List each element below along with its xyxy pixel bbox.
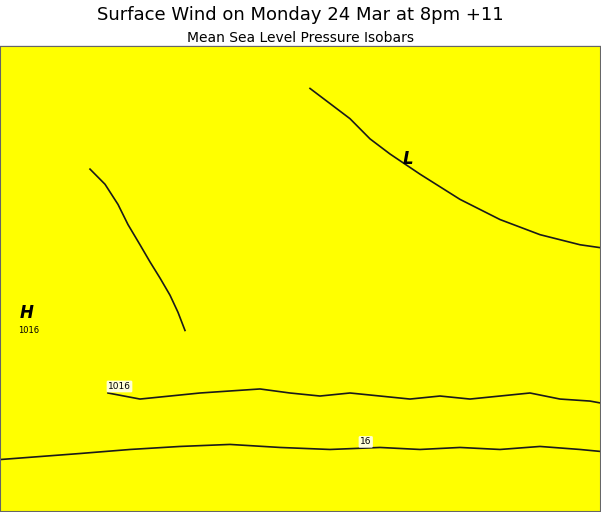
Polygon shape: [0, 46, 125, 512]
Text: 1016: 1016: [108, 382, 131, 391]
Ellipse shape: [300, 129, 440, 229]
Ellipse shape: [160, 98, 240, 159]
Text: H: H: [20, 304, 34, 323]
Bar: [0, 351, 601, 512]
Ellipse shape: [456, 174, 478, 188]
Text: Surface Wind on Monday 24 Mar at 8pm +11: Surface Wind on Monday 24 Mar at 8pm +11: [97, 6, 504, 24]
Text: 16: 16: [360, 437, 371, 446]
Ellipse shape: [260, 91, 269, 96]
Ellipse shape: [235, 169, 345, 250]
Ellipse shape: [220, 68, 400, 189]
Ellipse shape: [210, 124, 310, 195]
Text: L: L: [403, 150, 413, 168]
Ellipse shape: [186, 78, 204, 89]
Ellipse shape: [270, 72, 286, 80]
Ellipse shape: [238, 83, 252, 90]
Ellipse shape: [468, 195, 482, 204]
Ellipse shape: [244, 245, 266, 254]
Ellipse shape: [261, 228, 288, 241]
Ellipse shape: [178, 95, 192, 102]
Ellipse shape: [481, 209, 489, 214]
Text: Mean Sea Level Pressure Isobars: Mean Sea Level Pressure Isobars: [187, 31, 414, 45]
Ellipse shape: [287, 135, 297, 163]
Ellipse shape: [278, 251, 287, 269]
Ellipse shape: [225, 70, 235, 76]
Text: 1016: 1016: [18, 327, 39, 335]
Ellipse shape: [370, 174, 490, 265]
Ellipse shape: [292, 171, 300, 191]
Ellipse shape: [148, 65, 162, 72]
Ellipse shape: [430, 255, 530, 326]
Ellipse shape: [305, 229, 395, 290]
